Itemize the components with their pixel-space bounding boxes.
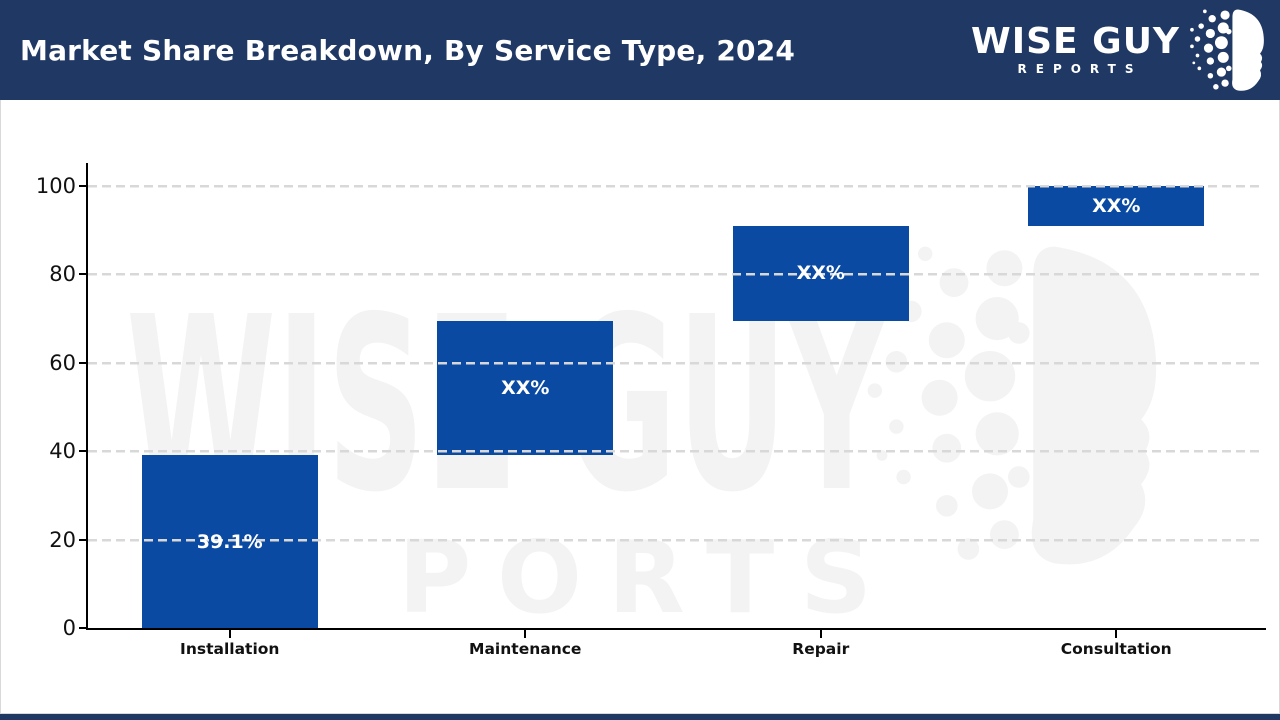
y-tick-mark: [79, 450, 87, 453]
x-tick-mark: [819, 630, 822, 638]
logo-name-text: WISE GUY: [970, 21, 1180, 62]
bar-value-label: XX%: [1092, 194, 1141, 217]
bar-consultation: [1028, 186, 1205, 226]
x-axis-line: [86, 628, 1266, 630]
y-tick-label: 0: [62, 616, 76, 640]
y-tick-label: 80: [49, 262, 76, 287]
x-axis-label: Maintenance: [469, 640, 582, 658]
footer-bar: [0, 713, 1280, 720]
header: Market Share Breakdown, By Service Type,…: [0, 0, 1280, 100]
x-axis-label: Installation: [180, 640, 280, 658]
bar-value-label: XX%: [501, 376, 550, 399]
x-tick-mark: [1115, 630, 1118, 638]
logo-subtitle-text: REPORTS: [1017, 62, 1143, 76]
gridline-60: [88, 361, 1264, 365]
chart-title: Market Share Breakdown, By Service Type,…: [20, 33, 796, 67]
y-tick-mark: [79, 273, 87, 276]
gridline-100: [88, 185, 1264, 188]
y-tick-label: 20: [49, 527, 76, 552]
gridline-80: [88, 273, 1264, 277]
x-axis-label: Consultation: [1060, 640, 1172, 658]
brand-logo: WISE GUY REPORTS: [971, 8, 1268, 92]
logo-wordmark: WISE GUY REPORTS: [971, 23, 1180, 77]
x-tick-mark: [524, 630, 527, 638]
logo-face-icon: [1190, 9, 1264, 91]
y-tick-label: 40: [49, 439, 76, 464]
x-tick-mark: [228, 630, 231, 638]
x-axis-label: Repair: [792, 640, 850, 658]
y-axis-line: [86, 163, 88, 630]
bar-repair: [732, 225, 909, 321]
bar-value-label: 39.1%: [196, 530, 263, 553]
bar-value-label: XX%: [796, 262, 845, 285]
y-tick-label: 60: [49, 350, 76, 375]
bar-maintenance: [437, 320, 614, 456]
y-tick-mark: [79, 538, 87, 541]
y-tick-label: 100: [35, 174, 76, 198]
y-tick-mark: [79, 185, 87, 187]
gridline-20: [88, 538, 1264, 542]
y-tick-mark: [79, 361, 87, 364]
y-tick-mark: [79, 627, 87, 629]
gridline-40: [88, 450, 1264, 454]
